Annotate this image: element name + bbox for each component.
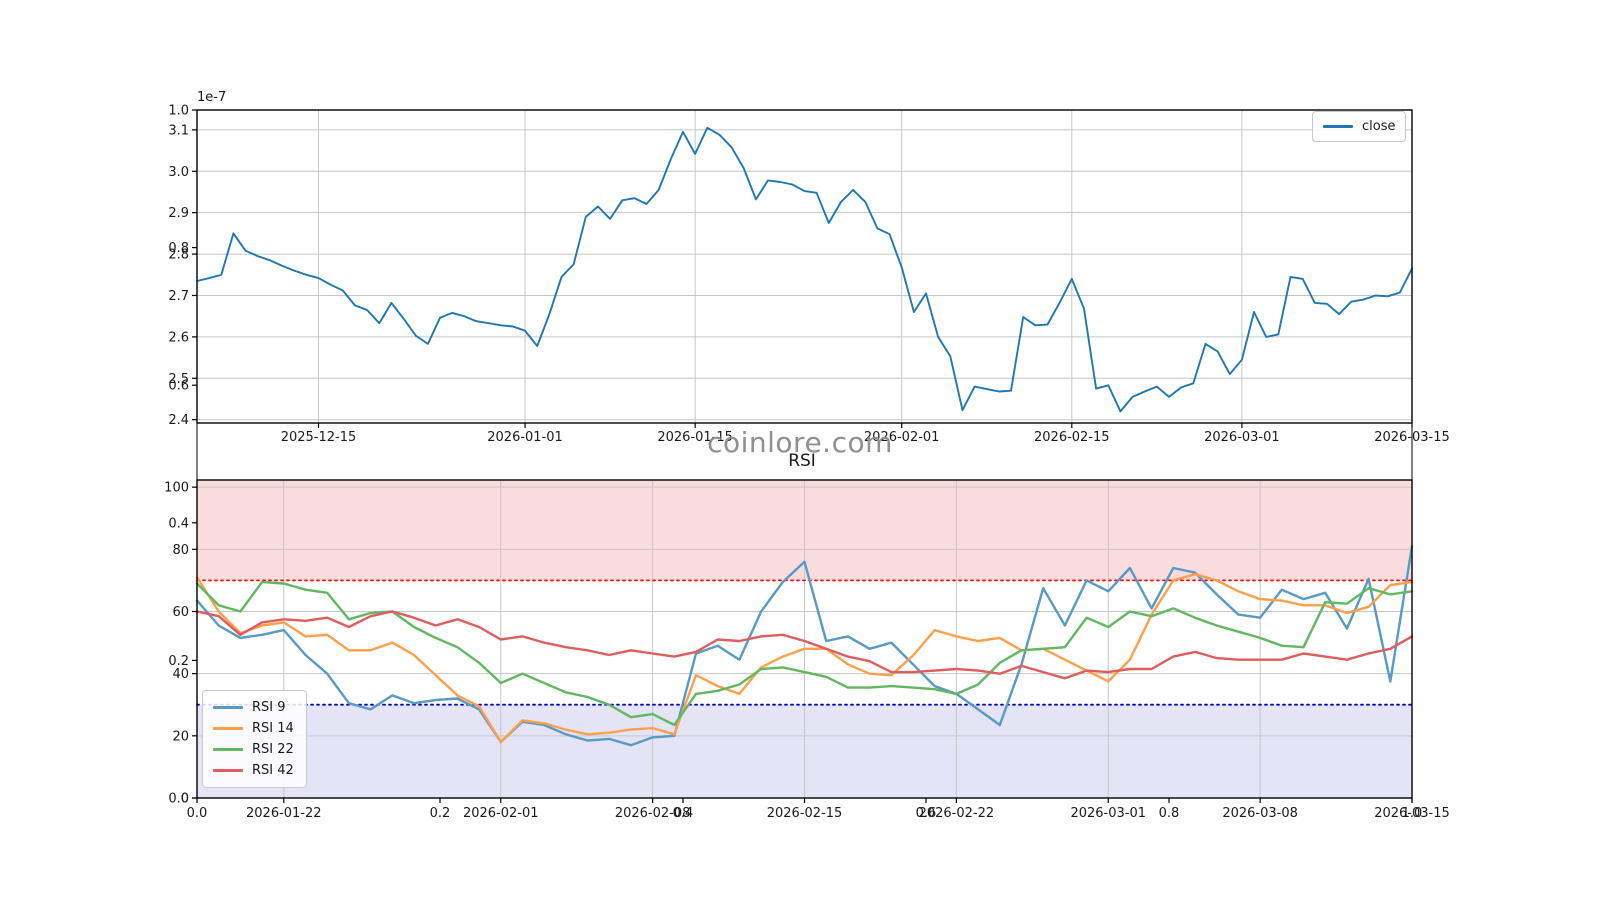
legend-line-swatch <box>213 748 243 751</box>
tick-label: 100 <box>164 481 189 496</box>
legend-item: RSI 14 <box>213 718 294 739</box>
tick-label: 60 <box>172 605 189 620</box>
tick-label: 2026-03-15 <box>1374 806 1450 821</box>
tick-label: 2026-02-15 <box>767 806 843 821</box>
tick-label: 0.0 <box>168 792 189 807</box>
tick-label: 2025-12-15 <box>281 430 357 445</box>
tick-label: 3.1 <box>168 123 189 138</box>
tick-label: 2026-03-01 <box>1204 430 1280 445</box>
tick-label: 2026-02-01 <box>463 806 539 821</box>
tick-label: 2026-01-01 <box>487 430 563 445</box>
tick-label: 2026-02-15 <box>1034 430 1110 445</box>
tick-label: 2.7 <box>168 289 189 304</box>
legend-line-swatch <box>1323 125 1353 128</box>
rsi-chart-title: RSI <box>788 451 816 471</box>
tick-label: 40 <box>172 667 189 682</box>
tick-label: 2026-02-01 <box>864 430 940 445</box>
tick-label: 1.0 <box>1402 806 1423 821</box>
legend-item: RSI 22 <box>213 739 294 760</box>
legend-label: RSI 14 <box>252 721 294 736</box>
legend-line-swatch <box>213 706 243 709</box>
tick-label: 0.2 <box>430 806 451 821</box>
legend-label: RSI 9 <box>252 700 286 715</box>
tick-label: 2.8 <box>168 248 189 263</box>
legend-item: RSI 42 <box>213 760 294 781</box>
price-legend: close <box>1312 111 1407 142</box>
tick-label: 2026-02-08 <box>615 806 691 821</box>
tick-label: 0.0 <box>187 806 208 821</box>
tick-label: 2026-03-01 <box>1070 806 1146 821</box>
tick-label: 0.2 <box>168 654 189 669</box>
legend-label: RSI 22 <box>252 742 294 757</box>
tick-label: 0.6 <box>916 806 937 821</box>
legend-label: close <box>1362 119 1396 134</box>
legend-line-swatch <box>213 727 243 730</box>
tick-label: 3.0 <box>168 165 189 180</box>
tick-label: 2026-01-15 <box>657 430 733 445</box>
tick-label: 2.4 <box>168 413 189 428</box>
tick-label: 2.6 <box>168 330 189 345</box>
tick-label: 0 <box>181 792 189 807</box>
legend-line-swatch <box>213 769 243 772</box>
tick-label: 2.5 <box>168 372 189 387</box>
tick-label: 1e-7 <box>197 90 226 105</box>
legend-label: RSI 42 <box>252 763 294 778</box>
tick-label: 2026-01-22 <box>246 806 322 821</box>
tick-label: 2.9 <box>168 206 189 221</box>
tick-label: 0.8 <box>168 241 189 256</box>
tick-label: 0.4 <box>673 806 694 821</box>
tick-label: 0.4 <box>168 516 189 531</box>
tick-label: 80 <box>172 543 189 558</box>
tick-label: 2026-02-22 <box>919 806 995 821</box>
legend-item: RSI 9 <box>213 697 294 718</box>
tick-label: 2026-03-08 <box>1222 806 1298 821</box>
tick-label: 20 <box>172 729 189 744</box>
tick-label: 0.8 <box>1159 806 1180 821</box>
legend-item: close <box>1323 116 1395 137</box>
tick-label: 1.0 <box>168 104 189 119</box>
rsi-legend: RSI 9 RSI 14 RSI 22 RSI 42 <box>202 690 307 788</box>
watermark: coinlore.com <box>707 426 893 459</box>
tick-label: 0.6 <box>168 379 189 394</box>
